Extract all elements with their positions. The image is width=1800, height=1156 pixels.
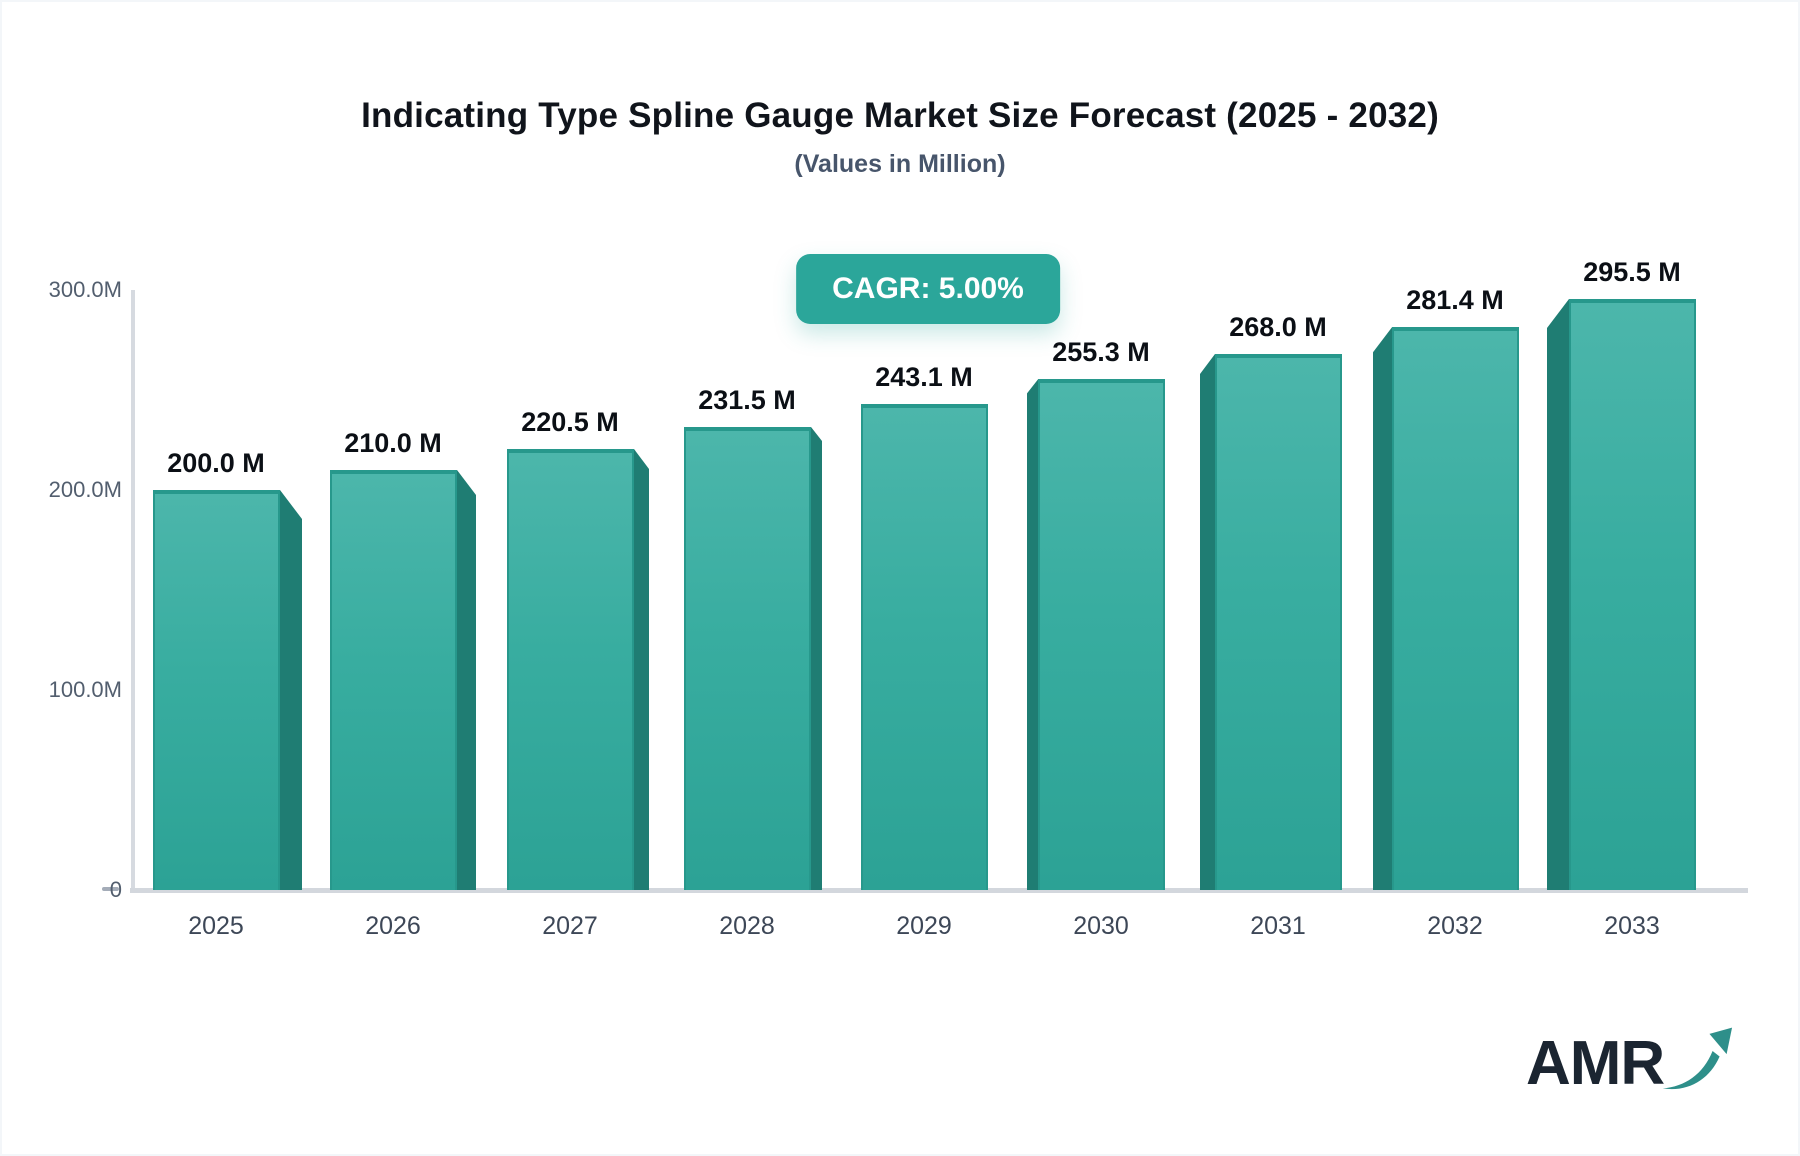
bar-2026[interactable] xyxy=(330,470,457,890)
y-axis-label: 100.0M xyxy=(48,677,122,702)
bar-value-label-2026: 210.0 M xyxy=(344,428,442,458)
y-axis-label: 200.0M xyxy=(48,477,122,502)
bar-2027[interactable] xyxy=(507,449,634,890)
bar-2031[interactable] xyxy=(1215,354,1342,890)
x-axis-label-2029: 2029 xyxy=(896,912,952,940)
amr-logo: AMR xyxy=(1526,1024,1736,1104)
x-axis-label-2033: 2033 xyxy=(1604,912,1660,940)
bar-side-face-2027 xyxy=(634,449,649,890)
x-axis-label-2026: 2026 xyxy=(365,912,421,940)
x-axis-label-2031: 2031 xyxy=(1250,912,1306,940)
bar-2029[interactable] xyxy=(861,403,988,890)
zero-tick-mark xyxy=(102,887,119,891)
bar-side-face-2030 xyxy=(1027,379,1038,890)
bar-value-label-2025: 200.0 M xyxy=(167,448,265,478)
chart-subtitle: (Values in Million) xyxy=(794,150,1006,178)
bar-2032[interactable] xyxy=(1392,327,1519,890)
bar-value-label-2031: 268.0 M xyxy=(1229,312,1327,342)
cagr-badge: CAGR: 5.00% xyxy=(796,254,1060,324)
bar-side-face-2032 xyxy=(1373,327,1392,890)
bar-2028[interactable] xyxy=(684,427,811,890)
x-axis-label-2030: 2030 xyxy=(1073,912,1129,940)
bar-2025[interactable] xyxy=(153,490,280,890)
bar-side-face-2033 xyxy=(1547,299,1569,890)
x-axis-label-2027: 2027 xyxy=(542,912,598,940)
x-axis-label-2032: 2032 xyxy=(1427,912,1483,940)
bar-side-face-2028 xyxy=(811,427,822,890)
y-axis-label: 300.0M xyxy=(48,277,122,302)
y-axis-label: 0 xyxy=(109,877,122,902)
bar-value-label-2030: 255.3 M xyxy=(1052,337,1150,368)
bar-side-face-2031 xyxy=(1200,354,1215,890)
bar-2033[interactable] xyxy=(1569,299,1696,890)
growth-arrow-icon xyxy=(1662,1027,1733,1090)
chart-title: Indicating Type Spline Gauge Market Size… xyxy=(361,96,1439,135)
bar-value-label-2028: 231.5 M xyxy=(698,385,796,415)
y-axis-line xyxy=(131,290,135,890)
x-axis-baseline xyxy=(130,888,1748,893)
bar-value-label-2027: 220.5 M xyxy=(521,407,619,437)
amr-logo-text: AMR xyxy=(1526,1029,1665,1098)
bar-side-face-2026 xyxy=(457,470,476,890)
bar-value-label-2029: 243.1 M xyxy=(875,361,973,392)
x-axis-label-2028: 2028 xyxy=(719,912,775,940)
bar-value-label-2033: 295.5 M xyxy=(1583,257,1681,287)
bar-2030[interactable] xyxy=(1038,379,1165,890)
x-axis-label-2025: 2025 xyxy=(188,912,244,940)
bar-side-face-2025 xyxy=(280,490,302,890)
bar-value-label-2032: 281.4 M xyxy=(1406,285,1504,316)
